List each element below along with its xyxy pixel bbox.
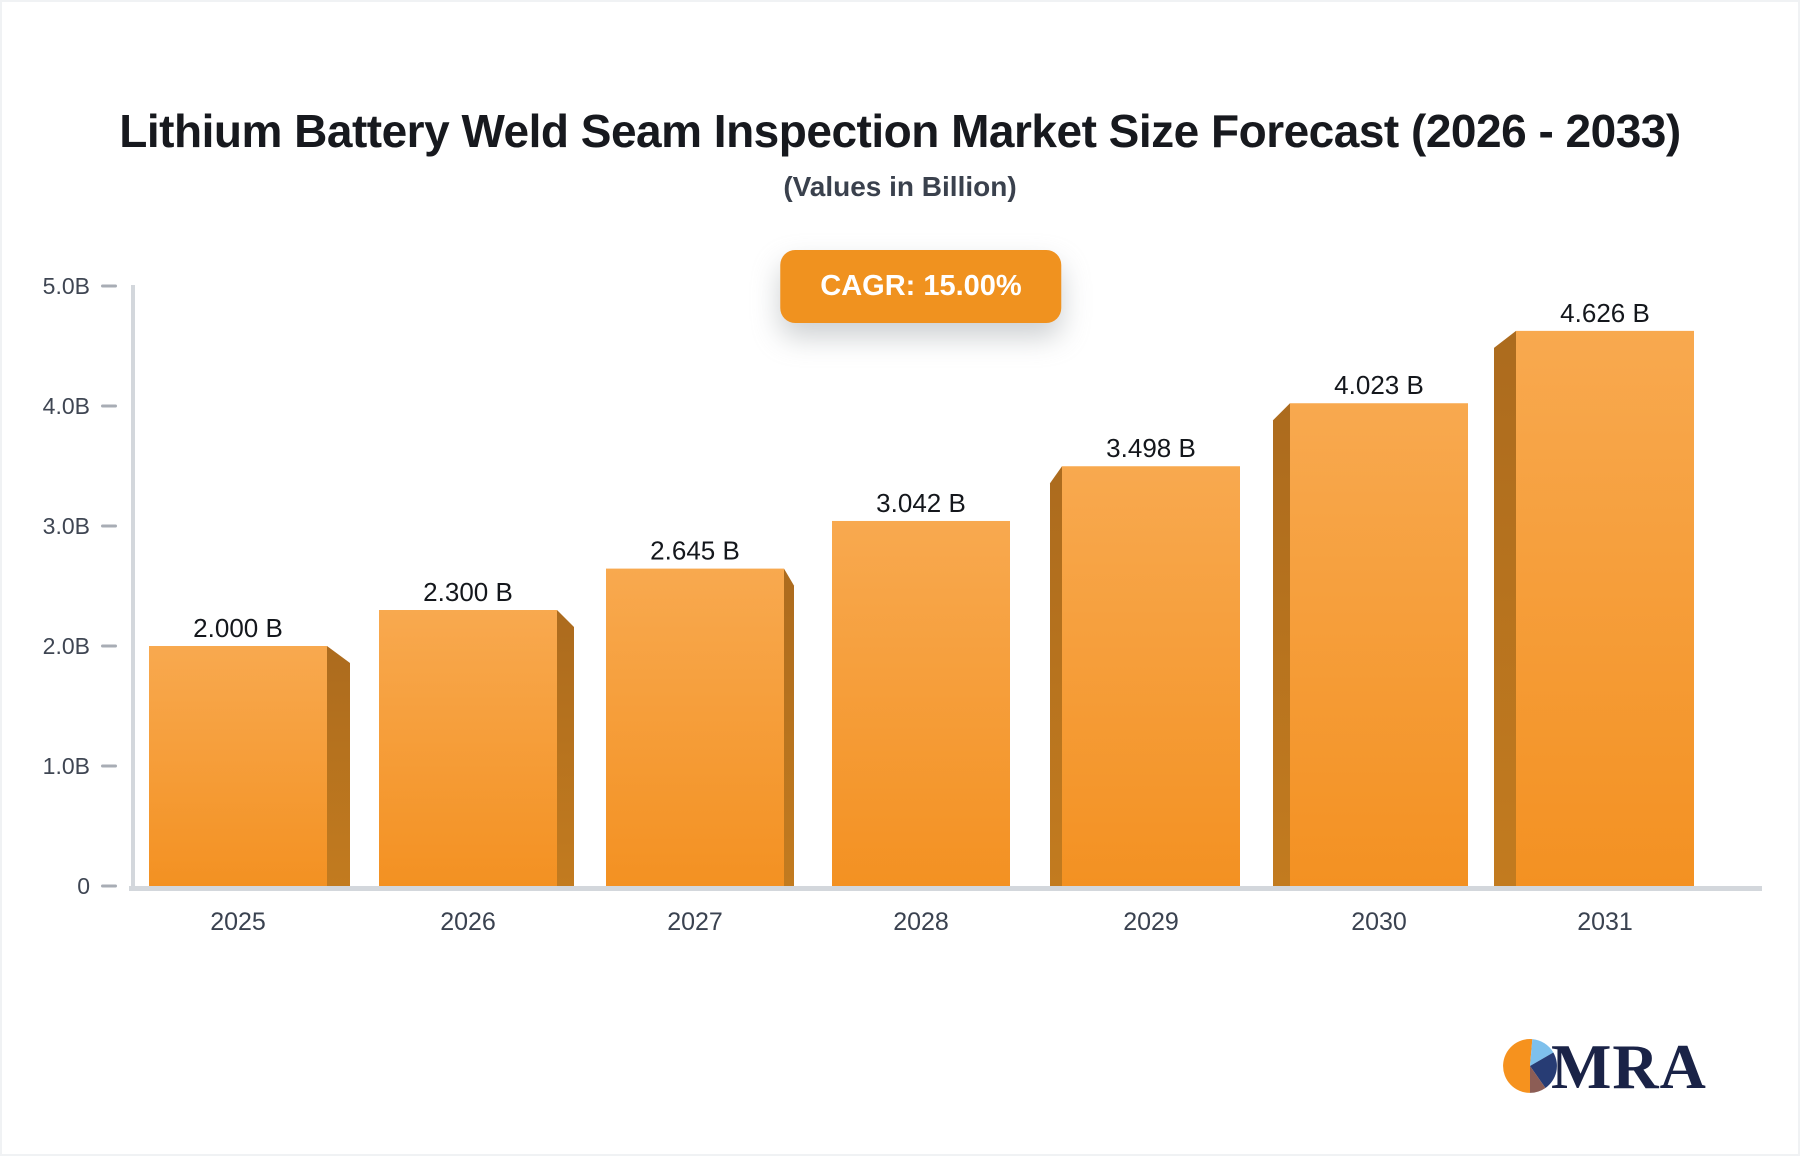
bar-value-label-2026: 2.300 B — [423, 577, 513, 607]
bar-value-label-2028: 3.042 B — [876, 488, 966, 518]
x-tick-label-2031: 2031 — [1577, 908, 1633, 936]
logo-pie-slice-blue — [1530, 1039, 1554, 1066]
bar-value-label-2025: 2.000 B — [193, 613, 283, 643]
bar-value-label-2027: 2.645 B — [650, 536, 740, 566]
cagr-badge: CAGR: 15.00% — [780, 250, 1062, 323]
bar-side-2029 — [1050, 466, 1062, 886]
y-tick-label-1.0B: 1.0B — [43, 753, 90, 779]
y-tick-label-2.0B: 2.0B — [43, 633, 90, 659]
bar-value-label-2030: 4.023 B — [1334, 370, 1424, 400]
x-tick-label-2025: 2025 — [210, 908, 266, 936]
y-tick-0 — [101, 884, 117, 888]
bar-2031 — [1516, 330, 1694, 886]
y-tick-3.0B — [101, 524, 117, 528]
bar-side-2025 — [327, 646, 350, 886]
bar-value-label-2029: 3.498 B — [1106, 433, 1196, 463]
bar-value-label-2031: 4.626 B — [1560, 298, 1650, 328]
x-tick-label-2030: 2030 — [1351, 908, 1407, 936]
y-tick-5.0B — [101, 284, 117, 288]
x-axis-line — [129, 886, 1762, 891]
logo-pie-icon — [1503, 1039, 1557, 1093]
bar-2026 — [379, 610, 557, 886]
y-tick-label-3.0B: 3.0B — [43, 513, 90, 539]
y-tick-label-5.0B: 5.0B — [43, 273, 90, 299]
bar-side-2026 — [557, 610, 574, 886]
bar-side-2030 — [1273, 403, 1290, 886]
brand-logo: MRA — [1502, 1031, 1707, 1102]
bar-2029 — [1062, 466, 1240, 886]
y-tick-label-4.0B: 4.0B — [43, 393, 90, 419]
logo-text: MRA — [1551, 1031, 1707, 1102]
chart-subtitle: (Values in Billion) — [783, 171, 1017, 202]
chart-title: Lithium Battery Weld Seam Inspection Mar… — [119, 105, 1681, 157]
y-tick-4.0B — [101, 404, 117, 408]
bar-side-2027 — [784, 568, 794, 886]
y-axis-line — [131, 285, 135, 891]
bar-2027 — [606, 568, 784, 886]
y-tick-2.0B — [101, 644, 117, 648]
logo-pie-slice-maroon — [1530, 1065, 1546, 1093]
bar-2025 — [149, 646, 327, 886]
bar-side-2031 — [1494, 330, 1516, 886]
x-tick-label-2028: 2028 — [893, 908, 949, 936]
x-tick-label-2029: 2029 — [1123, 908, 1179, 936]
logo-pie-slice-navy — [1530, 1052, 1557, 1089]
x-tick-label-2027: 2027 — [667, 908, 723, 936]
y-tick-label-0: 0 — [77, 873, 90, 899]
cagr-badge-label: CAGR: 15.00% — [820, 270, 1022, 302]
bar-2028 — [832, 520, 1010, 886]
logo-pie-slice-orange — [1503, 1039, 1533, 1093]
y-tick-1.0B — [101, 764, 117, 768]
x-tick-label-2026: 2026 — [440, 908, 496, 936]
bar-2030 — [1290, 403, 1468, 886]
